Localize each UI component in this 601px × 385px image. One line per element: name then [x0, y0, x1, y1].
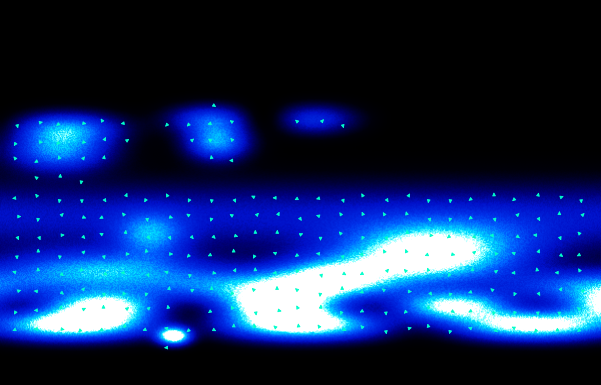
Text: Arrows show the wind wave direction: Arrows show the wind wave direction	[171, 30, 430, 45]
Text: Secondary Swell energy on Monday 02 Dec at 12pm UTC: Secondary Swell energy on Monday 02 Dec …	[33, 5, 568, 24]
